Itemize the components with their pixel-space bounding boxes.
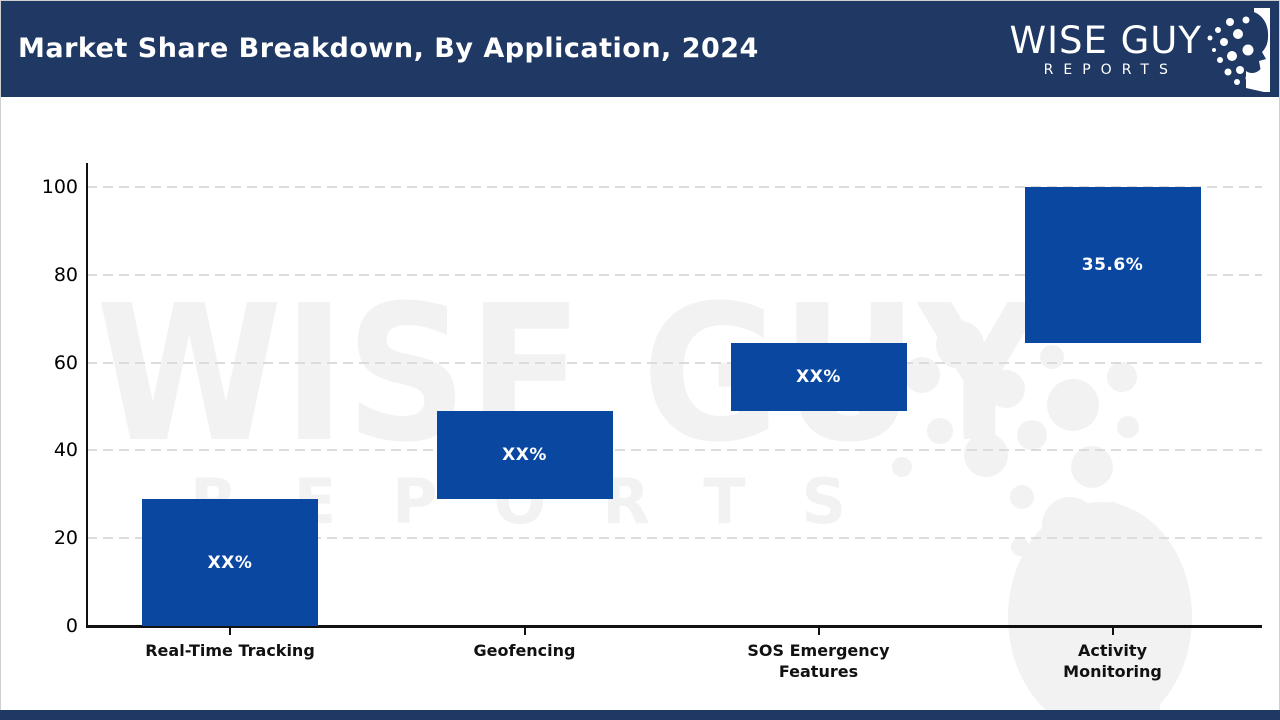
bar-value-label: XX% [502, 444, 547, 465]
x-axis-line [86, 625, 1262, 628]
chart-area: WISE GUY REPORTS 0 20 40 60 80 100 XX% Real-Tim… [0, 97, 1280, 710]
wiseguy-logo: WISE GUY REPORTS [1010, 8, 1270, 92]
wiseguy-logo-text: WISE GUY REPORTS [1010, 21, 1202, 79]
y-tick-label: 80 [53, 263, 78, 286]
axis-tick [229, 628, 231, 635]
y-tick-label: 0 [65, 615, 78, 637]
gridline [87, 361, 1262, 364]
x-tick-label: Real-Time Tracking [145, 641, 315, 660]
chart-title: Market Share Breakdown, By Application, … [18, 33, 759, 64]
bar: XX% [436, 410, 613, 500]
header-bar: Market Share Breakdown, By Application, … [0, 0, 1280, 97]
gridline [87, 273, 1262, 276]
x-tick-label: Activity Monitoring [1063, 641, 1162, 681]
bar-value-label: 35.6% [1081, 255, 1144, 276]
gridline [87, 537, 1262, 540]
y-tick-label: 60 [53, 351, 78, 374]
axis-tick [1111, 628, 1114, 635]
gridline [87, 449, 1262, 452]
y-axis-line [86, 163, 88, 626]
bar: XX% [142, 499, 318, 626]
bar-value-label: XX% [796, 367, 841, 388]
y-tick-label: 100 [41, 176, 78, 198]
axis-tick [523, 628, 526, 635]
watermark-face [816, 321, 1192, 710]
logo-subtitle: REPORTS [1043, 62, 1178, 78]
bar: XX% [730, 343, 907, 411]
x-tick-label: Geofencing [473, 641, 576, 660]
plot-region: 0 20 40 60 80 100 XX% Real-Time Tracking XX% Geof… [0, 97, 1280, 710]
logo-face-icon [1207, 8, 1270, 92]
bar-value-label: XX% [207, 552, 253, 573]
gridline [87, 186, 1262, 188]
y-tick-label: 20 [53, 527, 78, 550]
x-tick-label: SOS Emergency Features [747, 641, 890, 681]
logo-wordmark: WISE GUY [1009, 19, 1202, 62]
y-tick-label: 40 [53, 439, 78, 462]
footer-bar [0, 710, 1280, 720]
axis-tick [817, 628, 820, 635]
bar: 35.6% [1024, 187, 1201, 344]
